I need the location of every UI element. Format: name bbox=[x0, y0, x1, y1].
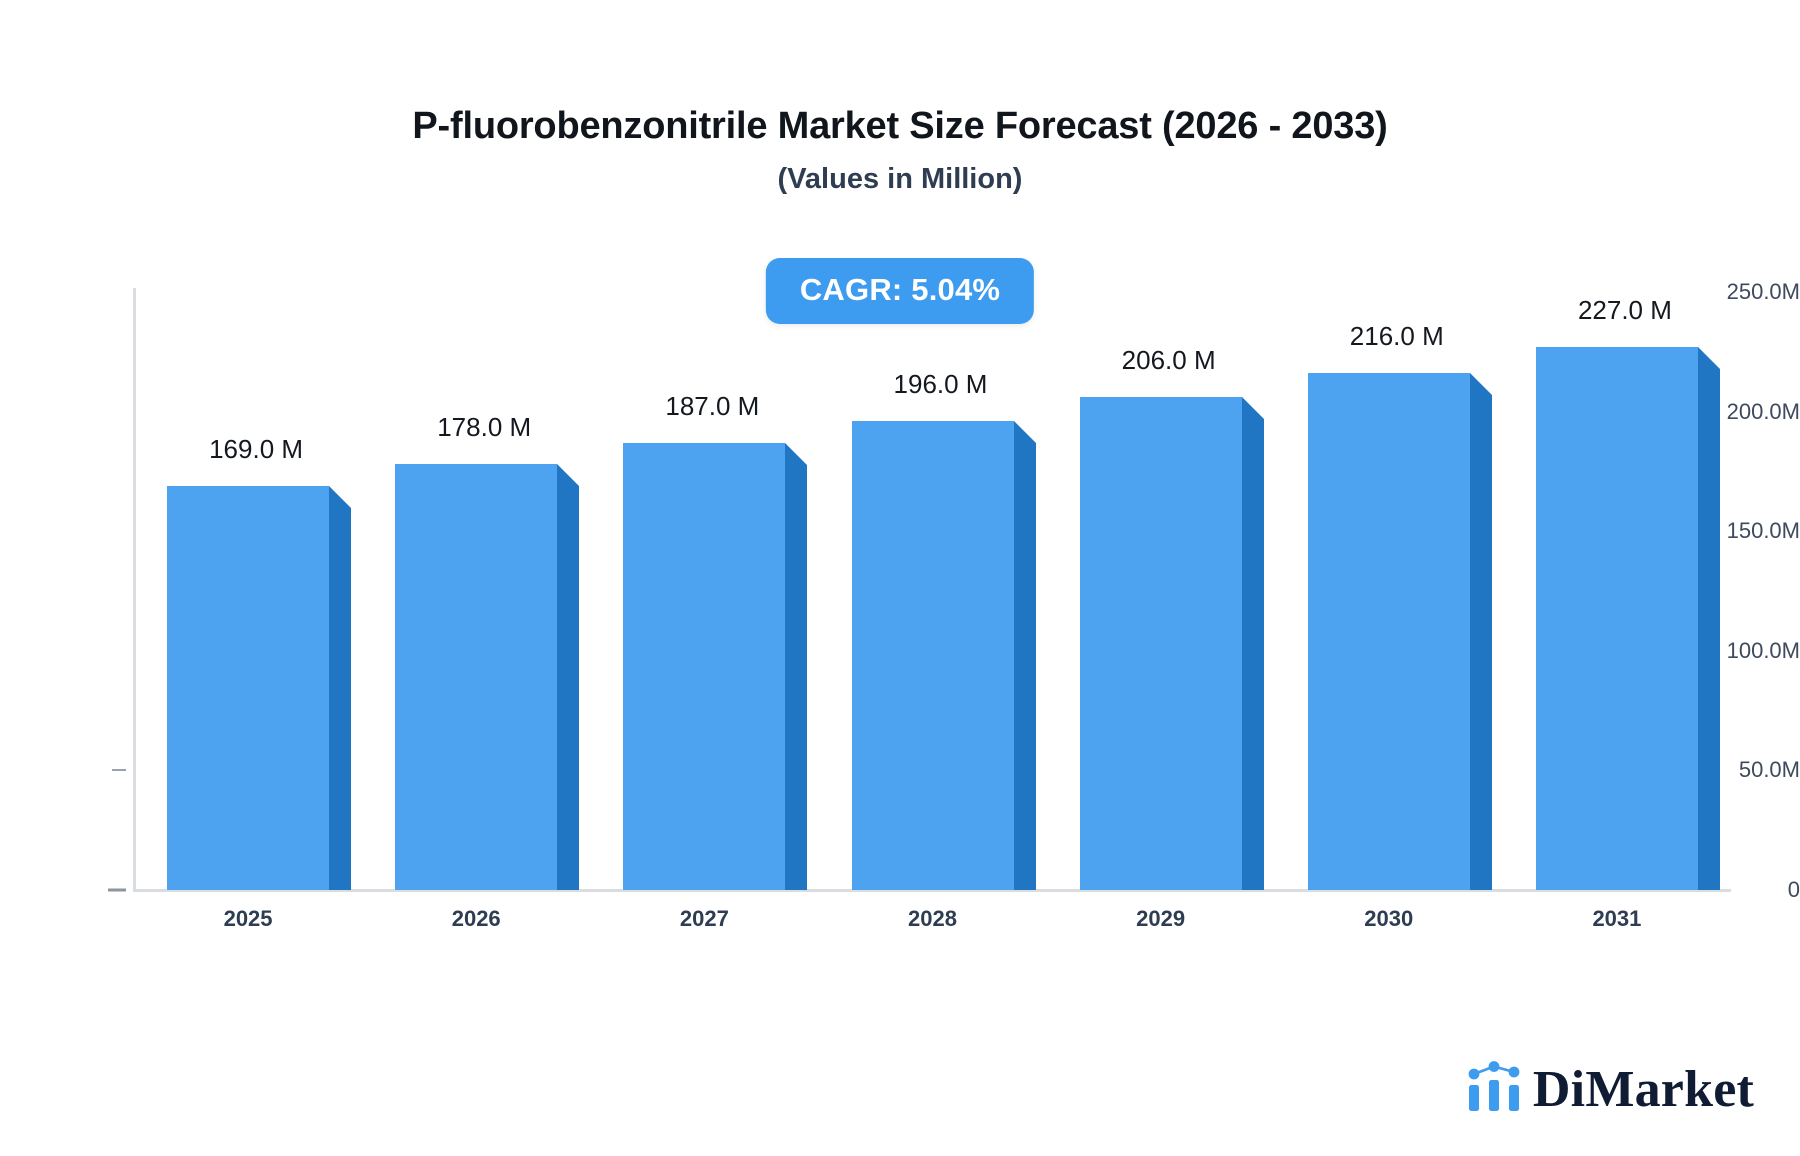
bar-front-face bbox=[1535, 347, 1698, 890]
y-axis-tick-mark bbox=[112, 769, 126, 772]
bar-2030 bbox=[1307, 373, 1492, 890]
y-axis-tick-label: 250.0M bbox=[1726, 279, 1800, 304]
bar-top-face bbox=[785, 442, 808, 465]
bar-side-face bbox=[1241, 419, 1264, 890]
bar-front-face bbox=[623, 442, 786, 890]
bar-value-label: 216.0 M bbox=[1349, 321, 1444, 352]
bar-value-label: 227.0 M bbox=[1577, 295, 1672, 326]
x-axis-tick-label: 2028 bbox=[908, 906, 957, 931]
y-axis-tick-label: 0 bbox=[1787, 877, 1800, 902]
bar-top-face bbox=[329, 485, 352, 508]
y-axis-tick-label: 50.0M bbox=[1738, 757, 1800, 783]
bar-front-face bbox=[167, 485, 330, 890]
page-title: P-fluorobenzonitrile Market Size Forecas… bbox=[412, 105, 1388, 147]
bar-top-face bbox=[1241, 397, 1264, 420]
bar-side-face bbox=[329, 507, 352, 890]
bar-value-label: 206.0 M bbox=[1121, 345, 1216, 376]
brand-name: DiMarket bbox=[1532, 1060, 1754, 1118]
bar-side-face bbox=[1697, 369, 1720, 890]
x-axis-tick-label: 2026 bbox=[451, 906, 501, 931]
x-axis-tick-label: 2029 bbox=[1136, 906, 1186, 931]
bar-side-face bbox=[557, 486, 580, 890]
bar-value-label: 169.0 M bbox=[209, 433, 304, 464]
x-axis-tick-label: 2027 bbox=[679, 906, 729, 931]
chart-subtitle: (Values in Million) bbox=[777, 162, 1023, 195]
bar-side-face bbox=[785, 464, 808, 890]
chart-header: P-fluorobenzonitrile Market Size Forecas… bbox=[0, 105, 1800, 196]
bar-front-face bbox=[1307, 373, 1470, 890]
bar-2031 bbox=[1535, 347, 1720, 890]
cagr-badge: CAGR: 5.04% bbox=[765, 258, 1035, 324]
bar-top-face bbox=[1697, 347, 1720, 370]
bar-front-face bbox=[1079, 397, 1242, 890]
x-axis-tick-label: 2031 bbox=[1592, 906, 1642, 931]
y-axis-line bbox=[133, 288, 136, 892]
bar-top-face bbox=[557, 464, 580, 487]
bar-chart-icon bbox=[1467, 1061, 1521, 1118]
bar-value-label: 187.0 M bbox=[665, 390, 760, 421]
bar-front-face bbox=[395, 464, 558, 890]
bar-top-face bbox=[1013, 421, 1036, 444]
bar-2029 bbox=[1079, 397, 1264, 890]
brand-logo: DiMarket bbox=[1467, 1061, 1754, 1118]
y-axis-tick-label: 100.0M bbox=[1726, 637, 1800, 663]
bar-value-label: 196.0 M bbox=[893, 369, 988, 400]
y-axis-tick-label: 150.0M bbox=[1726, 518, 1800, 544]
bar-2026 bbox=[395, 464, 580, 890]
bar-2025 bbox=[167, 485, 352, 890]
bar-2027 bbox=[623, 442, 808, 890]
bar-top-face bbox=[1469, 373, 1492, 396]
y-axis-tick-mark bbox=[108, 888, 126, 892]
x-axis-tick-label: 2025 bbox=[223, 906, 273, 931]
bar-side-face bbox=[1013, 443, 1036, 890]
bar-2028 bbox=[851, 421, 1036, 890]
bar-value-label: 178.0 M bbox=[437, 412, 532, 443]
y-axis-tick-label: 200.0M bbox=[1726, 398, 1800, 424]
bar-side-face bbox=[1469, 395, 1492, 890]
bar-front-face bbox=[851, 421, 1014, 890]
x-axis-line bbox=[133, 889, 1731, 892]
x-axis-tick-label: 2030 bbox=[1364, 906, 1414, 931]
